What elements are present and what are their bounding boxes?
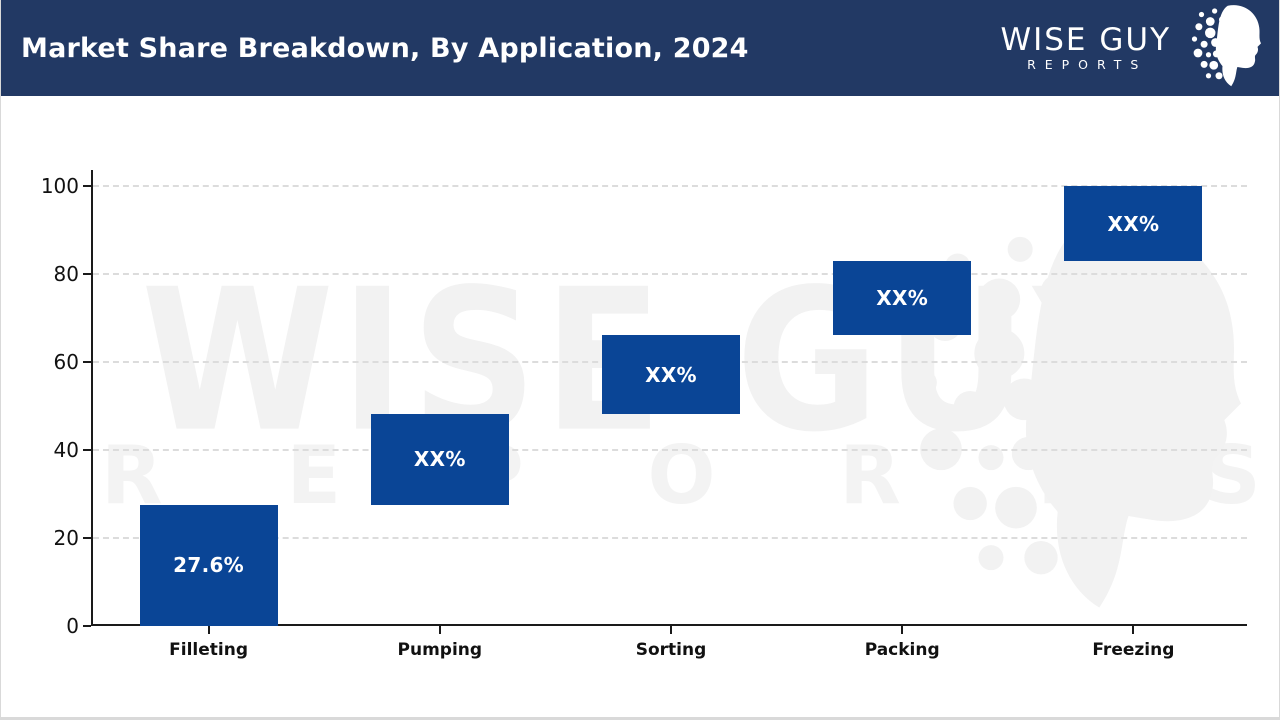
- brand-logo-text: WISE GUY REPORTS: [1000, 21, 1171, 72]
- x-tick-label-freezing: Freezing: [1092, 640, 1175, 660]
- x-tick-label-sorting: Sorting: [635, 640, 707, 660]
- x-tick-mark-freezing: [1132, 626, 1135, 634]
- bar-pumping: XX%: [370, 414, 509, 505]
- bar-value-label-freezing: XX%: [1107, 211, 1160, 236]
- y-tick-mark-60: [83, 361, 91, 363]
- y-tick-mark-20: [83, 537, 91, 539]
- y-tick-label-20: 20: [53, 526, 79, 550]
- y-tick-label-40: 40: [53, 438, 79, 462]
- bar-value-label-filleting: 27.6%: [173, 553, 245, 578]
- brand-subname: REPORTS: [1027, 56, 1148, 72]
- gridline-20: [93, 537, 1247, 539]
- y-tick-mark-100: [83, 185, 91, 187]
- bar-filleting: 27.6%: [139, 504, 278, 626]
- bar-value-label-packing: XX%: [876, 286, 929, 311]
- chart: WISE GUY R E P O R T S: [1, 96, 1279, 717]
- bar-freezing: XX%: [1064, 186, 1203, 262]
- y-tick-label-100: 100: [40, 174, 79, 198]
- plot-area: 0 20 40 60 80 100 27.6% Filleting XX% Pumping XX% S…: [41, 170, 1247, 660]
- brand-name: WISE GUY: [1000, 21, 1171, 58]
- x-tick-label-filleting: Filleting: [169, 640, 249, 660]
- y-tick-label-60: 60: [53, 350, 79, 374]
- y-tick-label-80: 80: [53, 262, 79, 286]
- x-tick-label-packing: Packing: [864, 640, 940, 660]
- gridline-100: [93, 185, 1247, 187]
- x-tick-mark-packing: [901, 626, 904, 634]
- x-tick-label-pumping: Pumping: [397, 640, 483, 660]
- x-tick-mark-pumping: [438, 626, 441, 634]
- bar-packing: XX%: [833, 261, 972, 336]
- gridline-80: [93, 273, 1247, 275]
- y-tick-mark-40: [83, 449, 91, 451]
- bar-value-label-pumping: XX%: [413, 447, 466, 472]
- x-tick-mark-sorting: [670, 626, 672, 634]
- x-tick-mark-filleting: [207, 626, 210, 634]
- page-title: Market Share Breakdown, By Application, …: [21, 32, 749, 64]
- watermark-head-icon: [811, 216, 1271, 620]
- y-tick-label-0: 0: [66, 614, 79, 638]
- app-header: Market Share Breakdown, By Application, …: [1, 0, 1279, 96]
- gridline-40: [93, 449, 1247, 451]
- brand-head-icon: [1175, 4, 1263, 92]
- y-tick-mark-0: [83, 625, 91, 627]
- bar-value-label-sorting: XX%: [645, 362, 697, 387]
- y-tick-mark-80: [83, 273, 91, 275]
- brand-logo: WISE GUY REPORTS: [1000, 4, 1263, 92]
- bar-sorting: XX%: [602, 335, 740, 415]
